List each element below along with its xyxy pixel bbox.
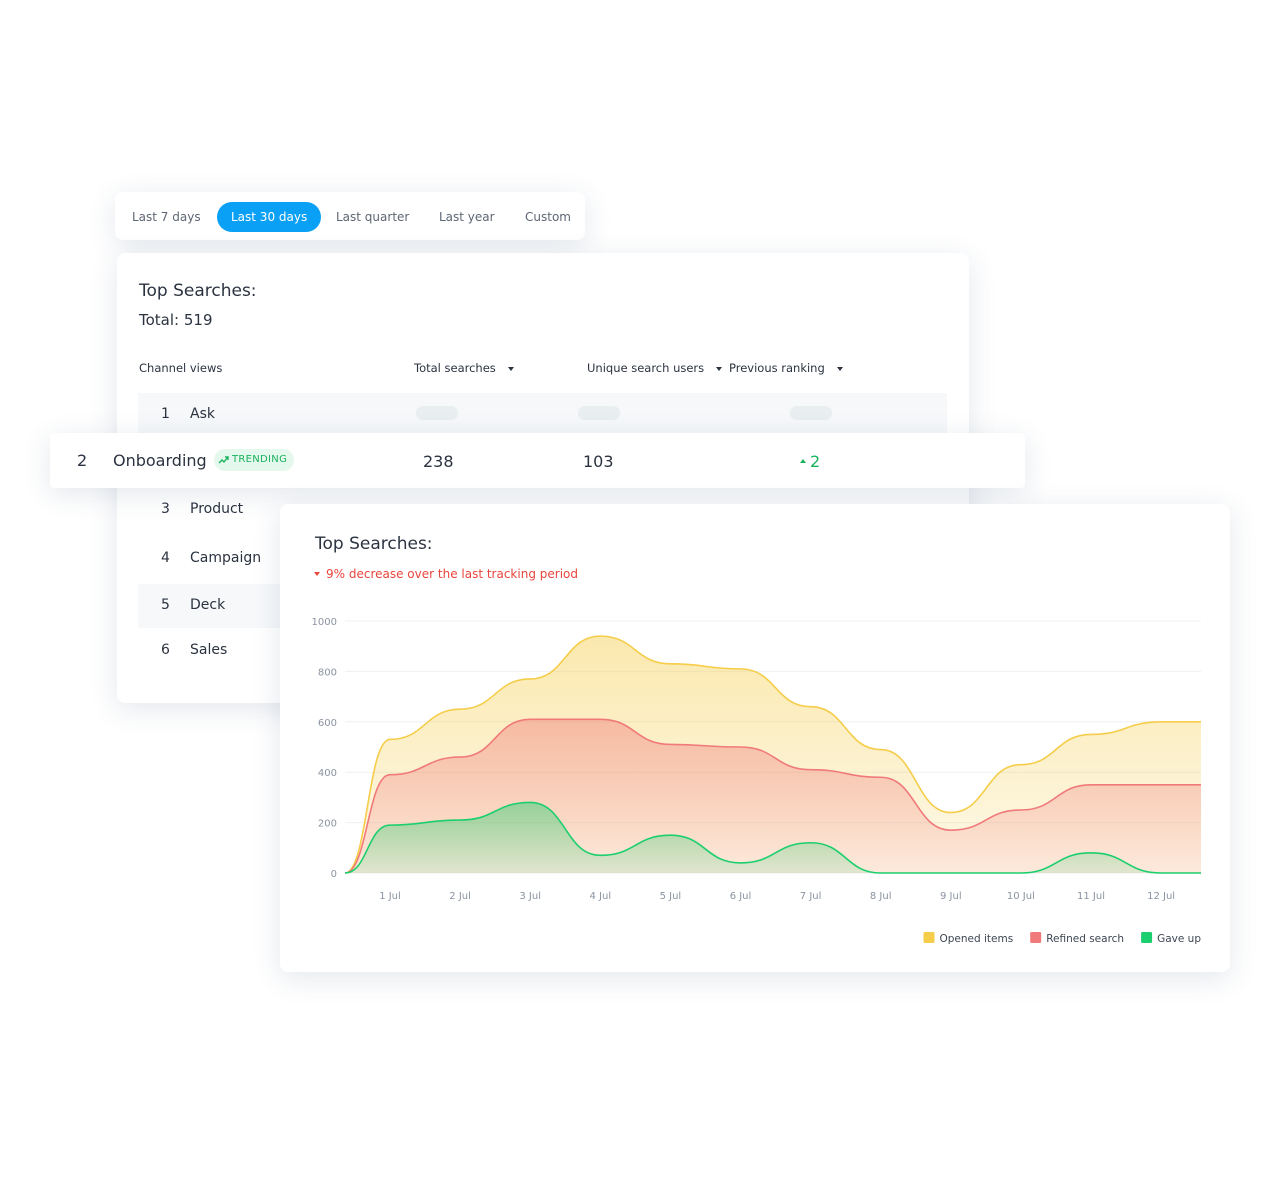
area-line [344,801,1201,874]
previous-ranking: 2 [810,452,821,471]
x-tick-label: 4 Jul [589,891,611,902]
column-header: Previous ranking [729,361,843,375]
x-tick-label: 11 Jul [1077,891,1105,902]
row-rank: 2 [77,451,88,470]
row-name: Sales [190,642,228,658]
y-tick-label: 800 [318,667,337,678]
y-tick-label: 0 [331,869,337,880]
total-searches: 238 [423,452,454,471]
legend-swatch [1141,932,1153,943]
x-tick-label: 7 Jul [800,891,822,902]
row-rank: 4 [161,550,170,566]
chart-title: Top Searches: [314,534,433,554]
tab[interactable]: Last 7 days [132,210,201,224]
x-tick-label: 3 Jul [519,891,541,902]
chart-card: Top Searches: 9% decrease over the last … [280,504,1230,972]
placeholder [578,406,620,420]
area-line [344,635,1201,874]
placeholder [416,406,458,420]
y-tick-label: 600 [318,718,337,729]
legend-label: Refined search [1046,933,1124,945]
trend-icon [218,456,229,464]
row-name: Deck [190,597,226,613]
x-tick-label: 12 Jul [1147,891,1175,902]
sort-icon [836,366,843,371]
sort-icon [716,366,723,371]
legend-swatch [1030,932,1042,943]
unique-users: 103 [583,452,614,471]
row-name: Ask [190,406,215,422]
x-tick-label: 5 Jul [660,891,682,902]
row-rank: 6 [161,642,170,658]
y-tick-label: 400 [318,768,337,779]
x-tick-label: 6 Jul [730,891,752,902]
row-name: Onboarding [113,451,207,470]
column-header: Total searches [414,361,514,375]
row-name: Campaign [190,550,262,566]
highlighted-row: 2 Onboarding TRENDING 238 103 2 [50,433,1025,488]
row-rank: 1 [161,406,170,422]
table-title: Top Searches: [139,281,257,301]
y-tick-label: 1000 [312,617,337,628]
column-header: Unique search users [587,361,723,375]
legend-label: Opened items [939,933,1013,945]
x-tick-label: 2 Jul [449,891,471,902]
table-total: Total: 519 [139,311,213,329]
decrease-icon [314,572,320,576]
trending-badge: TRENDING [214,449,295,471]
period-tabs: Last 7 days Last 30 days Last quarter Last … [115,192,585,240]
tab[interactable]: Last quarter [336,210,410,224]
row-rank: 5 [161,597,170,613]
area-line [344,718,1201,874]
arrow-up [800,459,806,463]
legend-label: Gave up [1157,933,1201,945]
sort-icon [507,366,514,371]
y-tick-label: 200 [318,819,337,830]
x-tick-label: 1 Jul [379,891,401,902]
placeholder [790,406,832,420]
column-header: Channel views [139,361,223,375]
tab[interactable]: Custom [525,210,571,224]
tab[interactable]: Last 30 days [217,202,322,232]
legend-swatch [923,932,935,943]
row-rank: 3 [161,501,170,517]
tab[interactable]: Last year [439,210,495,224]
row-name: Product [190,501,244,517]
x-tick-label: 10 Jul [1007,891,1035,902]
x-tick-label: 9 Jul [940,891,962,902]
chart-subtitle: 9% decrease over the last tracking perio… [326,567,578,581]
x-tick-label: 8 Jul [870,891,892,902]
chart: Top Searches: 9% decrease over the last … [312,534,1202,945]
